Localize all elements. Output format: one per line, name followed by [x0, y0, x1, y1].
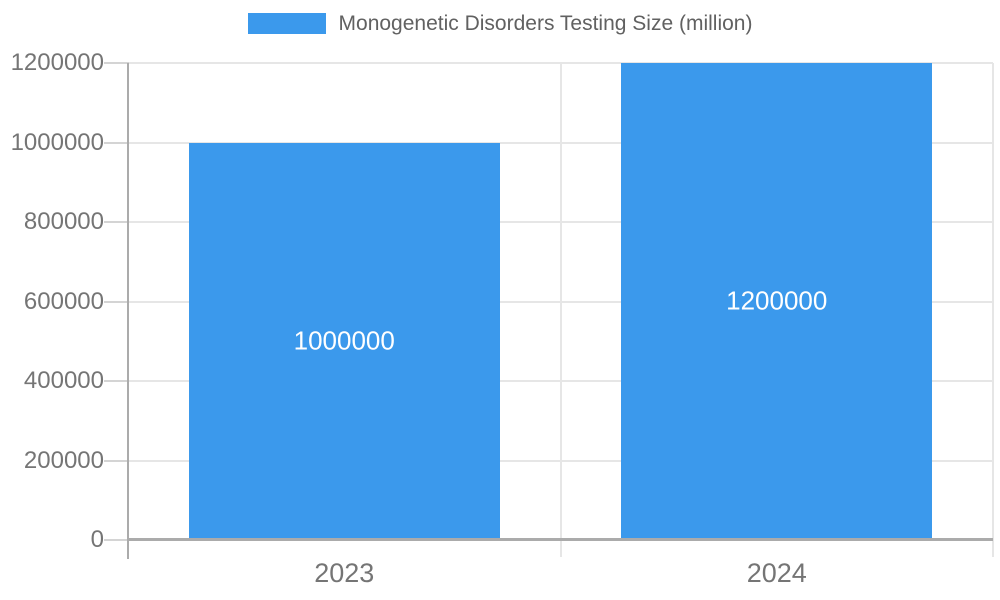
y-axis-tick-mark [104, 380, 129, 382]
y-axis-tick-label: 200000 [23, 446, 104, 474]
bar [188, 142, 500, 539]
y-axis-line [127, 63, 129, 559]
y-axis-tick-label: 1000000 [10, 128, 104, 156]
bar [621, 63, 933, 539]
x-axis-category-label: 2023 [314, 558, 375, 588]
legend-label: Monogenetic Disorders Testing Size (mill… [338, 11, 753, 35]
y-axis-tick-mark [104, 459, 129, 462]
y-axis-tick-label: 0 [90, 526, 104, 553]
x-axis-category-label: 2024 [746, 558, 807, 588]
x-axis-line [127, 538, 993, 541]
y-axis-tick-mark [104, 221, 129, 223]
bar-value-label: 1200000 [726, 285, 828, 316]
y-axis-tick-mark [104, 539, 129, 541]
y-axis-tick-label: 400000 [23, 367, 104, 394]
y-axis-tick-label: 1200000 [10, 49, 104, 76]
y-axis-tick-mark [104, 300, 129, 303]
gridline-vertical [559, 63, 562, 557]
y-axis-tick-label: 600000 [23, 287, 104, 315]
chart-legend[interactable]: Monogenetic Disorders Testing Size (mill… [0, 0, 1000, 46]
gridline-vertical [992, 63, 994, 557]
y-axis-tick-mark [104, 141, 129, 144]
legend-swatch-icon [247, 12, 326, 34]
y-axis-tick-label: 800000 [23, 208, 104, 235]
bar-value-label: 1000000 [293, 325, 395, 356]
y-axis-tick-mark [104, 62, 129, 64]
